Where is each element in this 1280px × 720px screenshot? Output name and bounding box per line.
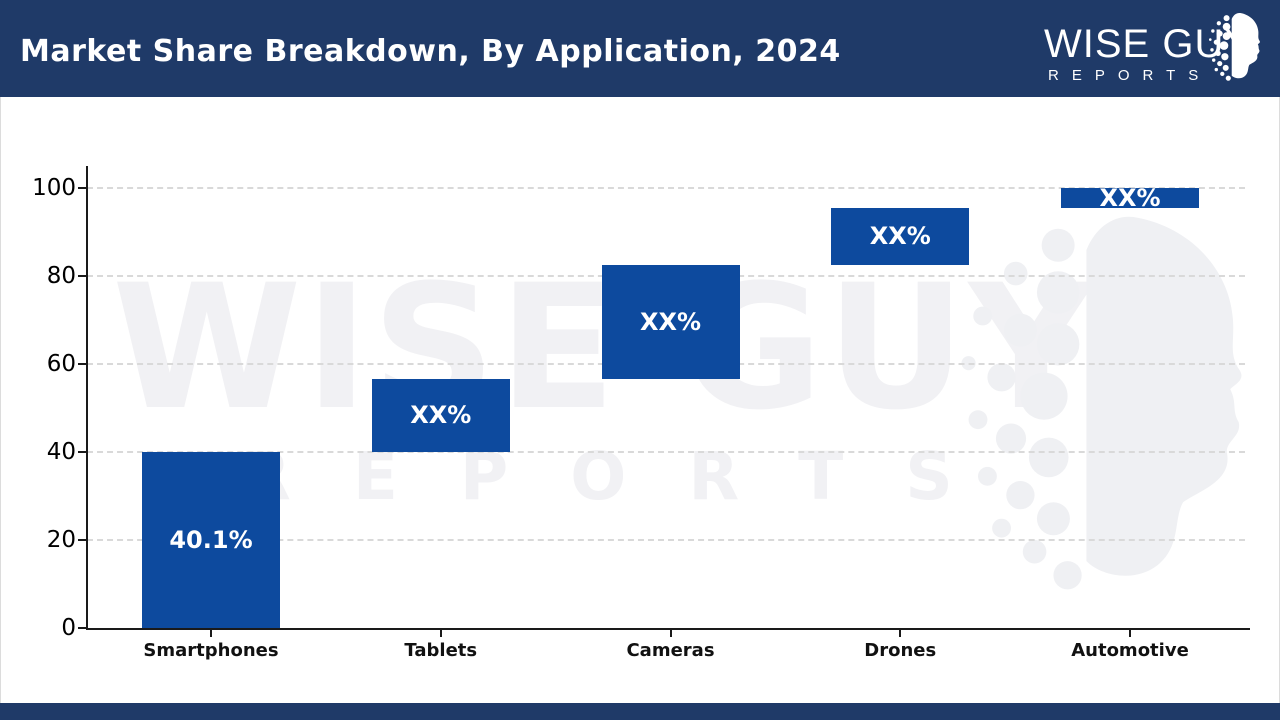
bar-value-label: XX% [869, 222, 931, 251]
x-tick-mark [669, 629, 672, 637]
y-tick-label: 80 [46, 263, 76, 289]
gridline [87, 539, 1245, 541]
x-tick-mark [210, 629, 212, 637]
logo-face-icon [1209, 12, 1260, 81]
y-tick-mark [78, 187, 87, 189]
y-tick-label: 20 [46, 527, 76, 553]
x-axis-line [86, 628, 1250, 630]
bar-cameras: XX% [601, 264, 740, 380]
x-tick-mark [899, 629, 902, 637]
bar-smartphones: 40.1% [142, 451, 280, 628]
x-tick-mark [1129, 629, 1131, 637]
bar-value-label: 40.1% [169, 525, 253, 554]
x-tick-label: Tablets [404, 640, 478, 661]
y-tick-label: 60 [46, 351, 76, 377]
y-tick-label: 100 [32, 175, 76, 201]
y-tick-mark [78, 539, 87, 541]
bar-automotive: XX% [1061, 183, 1199, 212]
logo-subtext: REPORTS [1048, 67, 1212, 84]
bar-drones: XX% [831, 207, 970, 265]
bar-value-label: XX% [410, 401, 472, 430]
gridline [87, 187, 1245, 189]
footer-bar [0, 703, 1280, 720]
y-tick-mark [78, 627, 87, 629]
x-tick-label: Cameras [626, 640, 715, 661]
x-tick-label: Automotive [1071, 640, 1189, 661]
bar-value-label: XX% [639, 307, 702, 336]
bar-value-label: XX% [1099, 183, 1161, 212]
bar-tablets: XX% [371, 379, 510, 452]
x-tick-label: Drones [864, 640, 937, 661]
y-axis-line [86, 166, 88, 630]
y-tick-label: 0 [61, 615, 76, 641]
y-tick-mark [78, 275, 87, 277]
y-tick-mark [78, 363, 87, 365]
x-tick-label: Smartphones [143, 640, 279, 661]
y-tick-mark [78, 451, 87, 453]
logo: WISE GUY REPORTS [1044, 24, 1252, 84]
gridline [87, 451, 1245, 453]
x-tick-mark [439, 629, 442, 637]
page-title: Market Share Breakdown, By Application, … [20, 34, 841, 69]
header-bar: Market Share Breakdown, By Application, … [0, 0, 1280, 97]
y-tick-label: 40 [46, 439, 76, 465]
